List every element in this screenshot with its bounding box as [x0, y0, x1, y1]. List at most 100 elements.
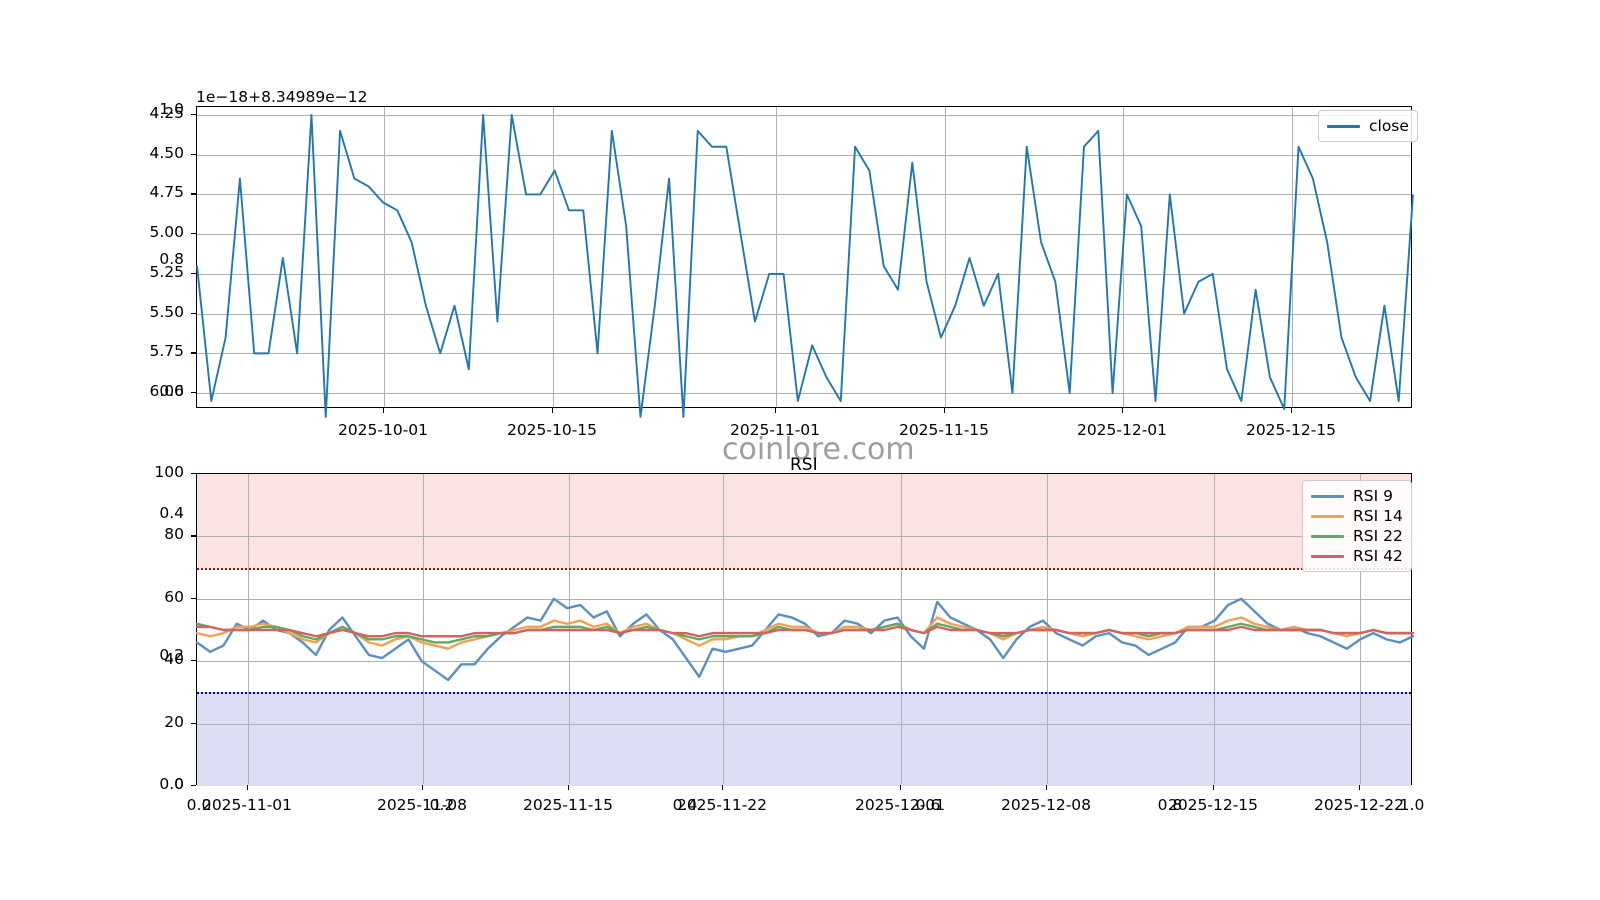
price-y-tick-mark	[191, 153, 196, 155]
rsi-y-secondary-tick-label: 0.4	[159, 504, 184, 522]
price-legend-item[interactable]: close	[1327, 116, 1409, 136]
rsi-legend-item[interactable]: RSI 9	[1311, 486, 1403, 506]
rsi-hgridline	[197, 661, 1411, 663]
price-y-tick-label: 5.00	[149, 223, 184, 242]
rsi-legend-label: RSI 9	[1353, 487, 1393, 505]
rsi-legend-item[interactable]: RSI 14	[1311, 506, 1403, 526]
rsi-y-tick-mark	[191, 785, 196, 787]
price-x-tick-mark	[383, 408, 385, 413]
price-vgridline	[1123, 107, 1124, 407]
rsi-hgridline	[197, 598, 1411, 600]
legend-color-swatch	[1327, 124, 1360, 128]
price-hgridline	[197, 114, 1411, 116]
price-y-tick-mark	[191, 392, 196, 394]
watermark: coinlore.com	[722, 432, 915, 467]
rsi-x-tick-mark	[1359, 785, 1361, 790]
price-x-tick-mark	[775, 408, 777, 413]
price-vgridline	[945, 107, 946, 407]
rsi-vgridline	[423, 474, 424, 784]
rsi-y-tick-mark	[191, 535, 196, 537]
rsi-x-tick-mark	[900, 785, 902, 790]
price-hgridline	[197, 234, 1411, 236]
rsi-threshold-bands	[197, 474, 1411, 786]
price-y-tick-label: 5.25	[149, 262, 184, 281]
rsi-x-tick-mark	[722, 785, 724, 790]
rsi-y-tick-mark	[191, 660, 196, 662]
rsi-y-tick-label: 0	[174, 775, 184, 793]
price-x-tick-label: 2025-10-01	[337, 421, 429, 439]
legend-color-swatch	[1311, 514, 1344, 518]
rsi-threshold-band	[197, 474, 1411, 568]
price-y-tick-label: 4.75	[149, 183, 184, 202]
price-hgridline	[197, 313, 1411, 315]
rsi-legend-label: RSI 42	[1353, 547, 1403, 565]
legend-color-swatch	[1311, 534, 1344, 538]
rsi-x-tick-mark	[1213, 785, 1215, 790]
price-x-tick-mark	[552, 408, 554, 413]
price-legend-label: close	[1369, 117, 1409, 135]
rsi-x-tick-mark	[1046, 785, 1048, 790]
rsi-x-secondary-tick-label: 0.8	[1157, 796, 1183, 814]
rsi-x-tick-label: 2025-12-01	[854, 796, 946, 814]
price-y-tick-mark	[191, 272, 196, 275]
price-y-secondary-tick-label: 1.0	[159, 100, 184, 118]
price-y-secondary-tick-label: 0.8	[159, 250, 184, 268]
price-hgridline	[197, 273, 1411, 275]
rsi-x-tick-label: 2025-11-15	[522, 796, 614, 814]
rsi-y-tick-label: 40	[164, 650, 184, 669]
rsi-legend[interactable]: RSI 9 RSI 14 RSI 22 RSI 42	[1302, 480, 1412, 572]
price-x-tick-mark	[944, 408, 946, 413]
rsi-x-secondary-tick-label: 0.6	[915, 796, 941, 814]
price-y-tick-label: 4.50	[149, 143, 184, 162]
price-x-tick-label: 2025-11-15	[898, 421, 990, 439]
price-vgridline	[553, 107, 554, 407]
price-y-tick-label: 4.25	[149, 103, 184, 122]
price-legend[interactable]: close	[1318, 110, 1418, 142]
rsi-legend-item[interactable]: RSI 42	[1311, 546, 1403, 566]
price-offset-text: 1e−18+8.34989e−12	[196, 88, 368, 106]
rsi-x-tick-label: 2025-12-15	[1167, 796, 1259, 814]
rsi-y-tick-mark	[191, 722, 196, 724]
rsi-x-tick-mark	[422, 785, 424, 790]
price-y-tick-label: 5.75	[149, 342, 184, 361]
rsi-chart-panel	[195, 473, 1415, 786]
rsi-y-secondary-tick-label: 0.0	[159, 775, 184, 793]
rsi-y-tick-label: 100	[154, 463, 184, 481]
rsi-vgridline	[1360, 474, 1361, 784]
rsi-legend-label: RSI 14	[1353, 507, 1403, 525]
price-hgridline	[197, 393, 1411, 395]
price-y-secondary-tick-label: 0.6	[159, 382, 184, 400]
price-x-tick-label: 2025-12-01	[1076, 421, 1168, 439]
price-hgridline	[197, 353, 1411, 355]
rsi-threshold-line	[197, 567, 1411, 570]
price-hgridline	[197, 154, 1411, 156]
legend-color-swatch	[1311, 554, 1344, 558]
rsi-y-tick-mark	[191, 597, 196, 600]
price-y-tick-label: 6.00	[149, 382, 184, 401]
price-x-tick-label: 2025-12-15	[1245, 421, 1337, 439]
rsi-x-tick-mark	[247, 785, 249, 790]
rsi-x-tick-mark	[568, 785, 570, 790]
rsi-hgridline	[197, 723, 1411, 725]
rsi-x-secondary-tick-label: 0.0	[186, 796, 212, 814]
price-y-tick-mark	[191, 193, 196, 195]
rsi-panel-title: RSI	[790, 455, 818, 475]
rsi-legend-item[interactable]: RSI 22	[1311, 526, 1403, 546]
rsi-x-secondary-tick-label: 0.4	[672, 796, 698, 814]
price-x-tick-label: 2025-11-01	[729, 421, 821, 439]
rsi-x-secondary-tick-label: 1.0	[1399, 796, 1425, 814]
rsi-y-tick-label: 60	[164, 587, 184, 606]
price-y-tick-mark	[191, 352, 196, 354]
rsi-series-line	[195, 625, 1415, 638]
rsi-y-tick-label: 20	[164, 712, 184, 731]
rsi-hgridline	[197, 536, 1411, 538]
price-line-series	[196, 114, 1414, 418]
rsi-x-tick-label: 2025-11-08	[376, 796, 468, 814]
price-y-tick-mark	[191, 113, 196, 116]
rsi-series-line	[195, 597, 1415, 682]
price-y-tick-mark	[191, 233, 196, 235]
price-x-tick-mark	[1291, 408, 1293, 413]
price-x-tick-mark	[1122, 408, 1124, 413]
price-y-tick-mark	[191, 312, 196, 314]
